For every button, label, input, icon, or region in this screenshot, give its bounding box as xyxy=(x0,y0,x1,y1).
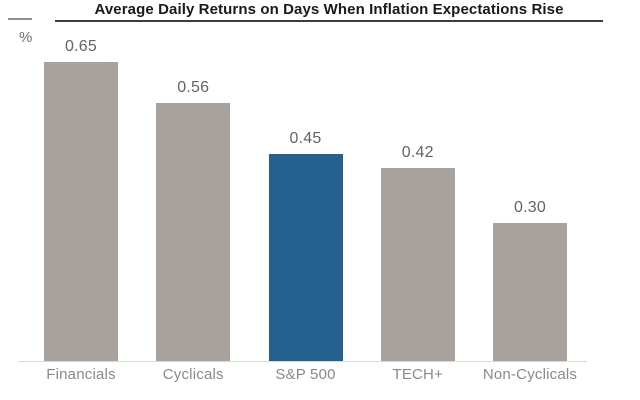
category-label: S&P 500 xyxy=(275,366,336,383)
category-label: Cyclicals xyxy=(162,366,224,383)
bar xyxy=(380,168,455,361)
bar-value-label: 0.42 xyxy=(401,144,434,161)
category-label: Financials xyxy=(46,366,116,383)
bar xyxy=(44,62,118,361)
bar xyxy=(493,223,567,361)
bar-value-label: 0.65 xyxy=(65,38,97,55)
chart-title: Average Daily Returns on Days When Infla… xyxy=(55,2,603,22)
x-axis-line xyxy=(18,361,587,362)
bar-value-label: 0.30 xyxy=(514,199,546,216)
bar-highlighted xyxy=(268,154,343,361)
bar xyxy=(156,103,231,361)
y-axis-stub-line xyxy=(8,18,32,20)
bar-value-label: 0.45 xyxy=(289,130,322,147)
category-label: TECH+ xyxy=(392,366,444,383)
bar-value-label: 0.56 xyxy=(177,79,210,96)
y-axis-unit-label: % xyxy=(19,29,33,46)
category-label: Non-Cyclicals xyxy=(482,366,578,383)
